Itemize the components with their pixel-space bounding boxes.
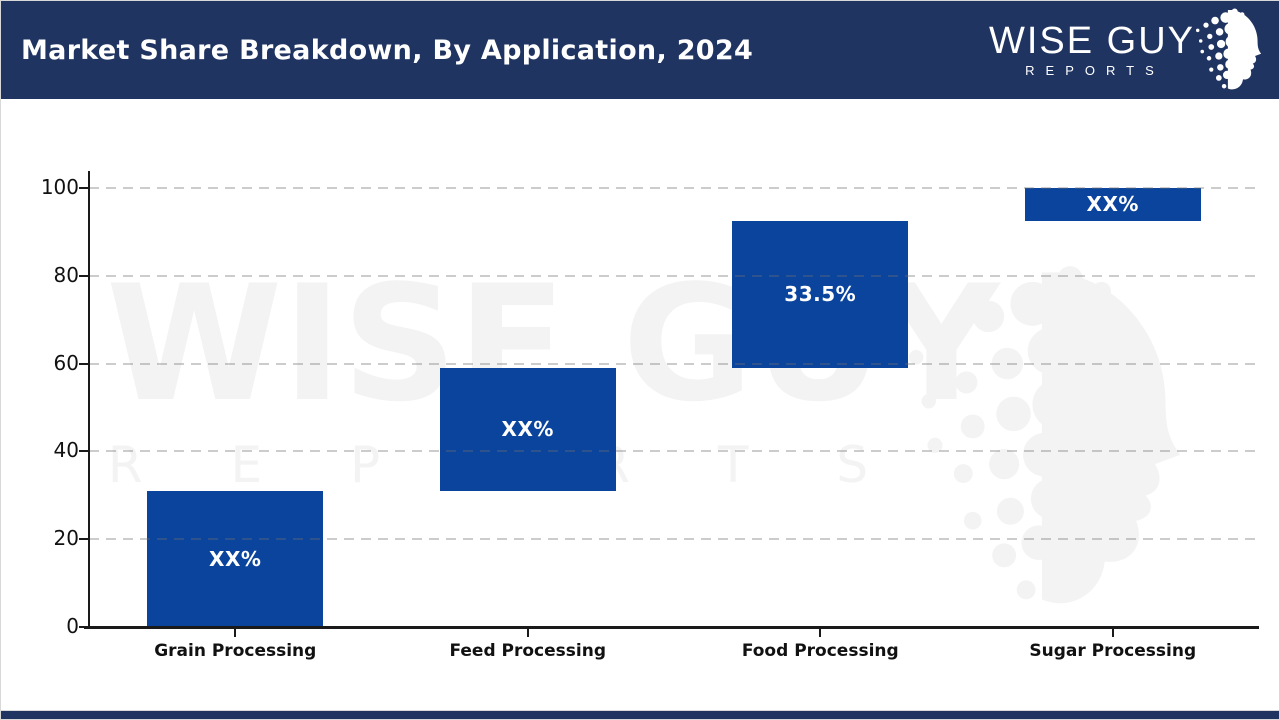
header: Market Share Breakdown, By Application, … [1,1,1279,99]
bar-value-label: 33.5% [784,282,857,307]
footer-bar [1,711,1279,719]
x-category-label: Feed Processing [449,641,607,661]
logo-subtext: REPORTS [1025,63,1165,78]
x-category-label: Sugar Processing [1029,641,1197,661]
bar-grain-processing: XX% [147,490,324,627]
y-tick-mark [79,626,88,628]
y-tick-mark [79,362,88,365]
bar-feed-processing: XX% [439,367,616,491]
footer-divider [1,710,1279,711]
bar-food-processing: 33.5% [732,220,909,368]
y-tick-label: 100 [40,175,79,199]
y-tick-label: 60 [53,350,79,375]
y-tick-mark [79,450,88,453]
x-tick-mark [819,629,822,637]
bar-value-label: XX% [1086,192,1139,217]
y-tick-label: 0 [66,614,79,638]
x-tick-mark [234,629,237,637]
y-tick-mark [79,274,88,277]
bar-value-label: XX% [209,546,262,571]
logo-wordmark: WISE GUY [988,20,1195,62]
bar-sugar-processing: XX% [1024,188,1201,221]
gridline-80 [89,274,1259,277]
x-tick-mark [526,629,529,637]
x-axis-spine [84,626,1259,629]
gridline-20 [89,538,1259,541]
chart-title: Market Share Breakdown, By Application, … [21,34,754,66]
gridline-60 [89,362,1259,365]
x-category-label: Food Processing [741,641,899,661]
wiseguy-logo: WISE GUY REPORTS [989,7,1267,93]
y-tick-label: 20 [53,526,79,551]
y-tick-mark [79,187,88,189]
y-tick-label: 80 [53,262,79,287]
x-category-label: Grain Processing [154,641,317,661]
gridline-40 [89,450,1259,453]
bar-value-label: XX% [501,417,554,442]
logo-text: WISE GUY REPORTS [989,22,1195,78]
gridline-100 [89,187,1259,189]
y-tick-mark [79,538,88,541]
x-tick-mark [1111,629,1114,637]
y-tick-label: 40 [53,438,79,463]
y-axis-spine [88,171,90,629]
